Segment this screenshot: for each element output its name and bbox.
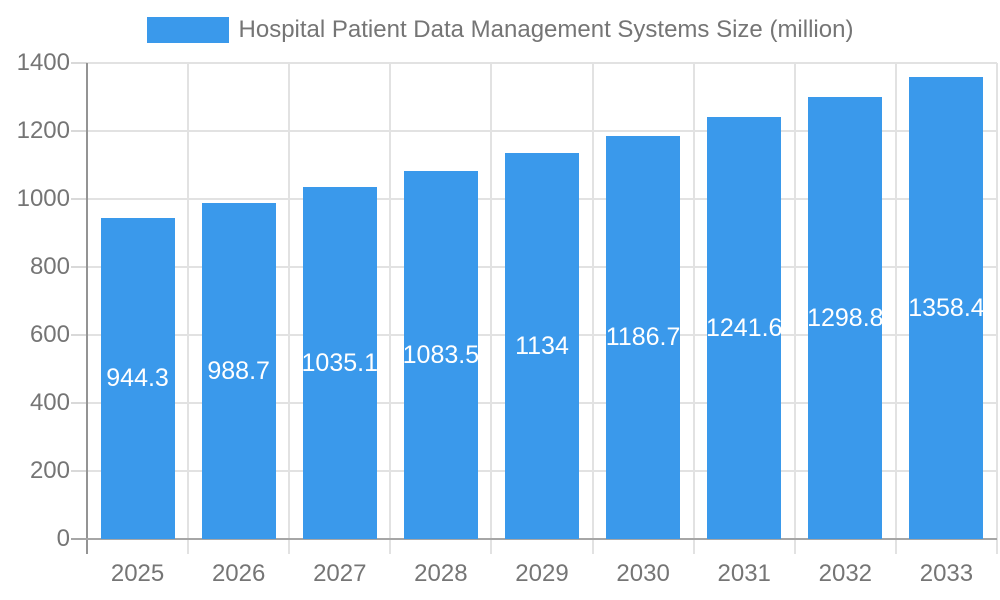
legend[interactable]: Hospital Patient Data Management Systems… xyxy=(0,17,1000,43)
legend-label: Hospital Patient Data Management Systems… xyxy=(238,16,854,43)
y-axis-label: 1400 xyxy=(16,49,70,76)
x-axis-label: 2032 xyxy=(818,560,873,587)
bar-2026[interactable] xyxy=(201,202,276,539)
y-axis-label: 200 xyxy=(29,457,70,484)
bar-value-label: 1083.5 xyxy=(402,340,480,369)
y-axis-label: 400 xyxy=(29,389,70,416)
y-axis-tick xyxy=(71,62,87,64)
bar-value-label: 1298.8 xyxy=(807,304,884,333)
bar-value-label: 988.7 xyxy=(207,356,270,385)
x-axis-label: 2026 xyxy=(211,560,266,587)
x-axis-label: 2025 xyxy=(110,560,165,587)
gridline-vertical xyxy=(692,63,695,554)
bar-2033[interactable] xyxy=(909,77,984,539)
gridline-vertical xyxy=(490,63,493,554)
bar-2031[interactable] xyxy=(707,116,782,539)
gridline-horizontal xyxy=(87,130,997,132)
x-axis-label: 2031 xyxy=(717,560,771,587)
x-axis-label: 2030 xyxy=(616,560,670,587)
gridline-vertical xyxy=(288,63,291,554)
gridline-horizontal xyxy=(87,62,997,64)
y-axis-label: 600 xyxy=(29,321,70,348)
gridline-vertical xyxy=(793,63,796,554)
legend-swatch xyxy=(146,17,229,43)
bar-value-label: 944.3 xyxy=(106,364,169,393)
y-axis-label: 800 xyxy=(29,253,70,280)
y-axis-label: 1000 xyxy=(16,185,70,212)
bar-value-label: 1241.6 xyxy=(705,313,783,342)
y-axis-tick xyxy=(71,198,87,200)
y-axis-tick xyxy=(71,470,87,472)
x-axis-label: 2028 xyxy=(414,560,468,587)
bar-value-label: 1134 xyxy=(515,332,569,361)
x-axis-label: 2027 xyxy=(313,560,367,587)
gridline-vertical xyxy=(996,63,998,554)
x-axis-baseline xyxy=(71,538,997,540)
gridline-vertical xyxy=(894,63,897,554)
y-axis-tick xyxy=(71,334,87,336)
gridline-vertical xyxy=(591,63,594,554)
y-axis-tick xyxy=(71,402,87,404)
bar-value-label: 1358.4 xyxy=(908,294,985,323)
gridline-vertical xyxy=(389,63,392,554)
bar-2030[interactable] xyxy=(606,135,681,539)
x-axis-label: 2029 xyxy=(515,560,569,587)
x-axis-label: 2033 xyxy=(919,560,974,587)
bar-2032[interactable] xyxy=(808,97,883,539)
bar-2029[interactable] xyxy=(505,153,579,539)
y-axis-label: 0 xyxy=(56,525,70,552)
y-axis-line xyxy=(86,63,88,554)
bar-2027[interactable] xyxy=(302,187,377,539)
y-axis-label: 1200 xyxy=(16,117,70,144)
y-axis-tick xyxy=(71,266,87,268)
bar-value-label: 1186.7 xyxy=(605,323,681,352)
bar-2025[interactable] xyxy=(100,217,175,539)
y-axis-tick xyxy=(71,130,87,132)
gridline-vertical xyxy=(187,63,190,554)
bar-value-label: 1035.1 xyxy=(301,349,378,378)
bar-2028[interactable] xyxy=(403,170,478,539)
